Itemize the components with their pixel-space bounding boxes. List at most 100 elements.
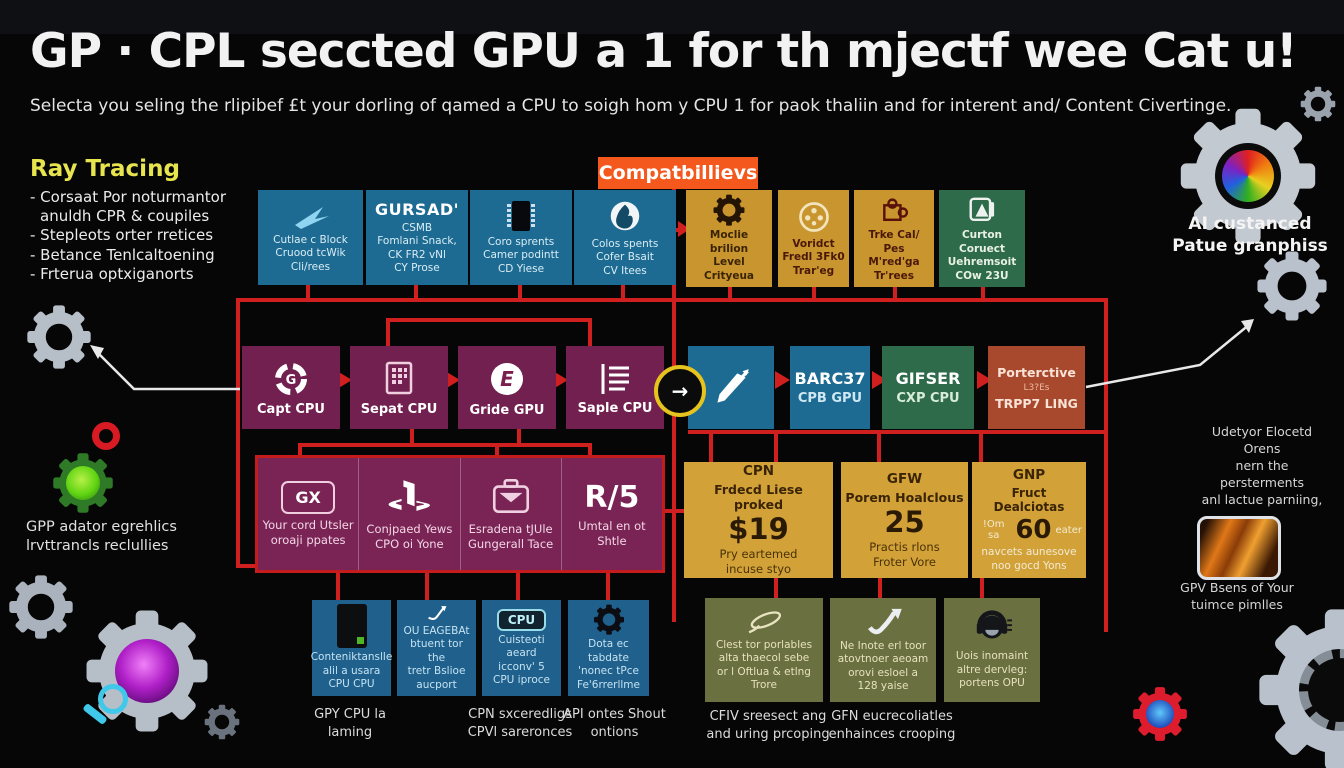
connector-line: [893, 287, 897, 298]
node-line: CD Yiese: [497, 262, 545, 275]
cell-r5: R/5 Umtal en ot Shtle: [562, 458, 662, 570]
node-line: Conteniktanslle: [310, 651, 393, 664]
ai-label: AI custanced Patue granphiss: [1155, 213, 1344, 257]
node-line: atovtnoer aeoam: [837, 653, 929, 666]
label-line: anl lactue parniing,: [1201, 491, 1323, 507]
node-line: COw 23U: [955, 269, 1009, 282]
node-line: Cli/rees: [290, 260, 331, 273]
node-label: Sepat CPU: [360, 401, 438, 417]
node-line: orovi esloel a: [848, 666, 918, 679]
check-arrow-icon: [868, 608, 902, 634]
connector-line: [606, 573, 610, 600]
puzzle-icon: [883, 198, 909, 222]
ram-chip-icon: [507, 200, 535, 231]
caption-line: CPVl sareronces: [467, 724, 573, 740]
node-rocket: [688, 346, 774, 429]
node-headset-person: Uois inomaint altre dervleg: portens OPU: [944, 598, 1040, 702]
ray-tracing-line: anuldh CPR & coupiles: [40, 207, 210, 226]
gear-icon: [204, 704, 240, 740]
node-line: Cutlae c Block: [273, 233, 348, 246]
connector-line: [774, 578, 778, 598]
node-line: TRPP7 LING: [995, 395, 1078, 411]
connector-line: [588, 447, 592, 455]
connector-line: [518, 285, 522, 300]
price-post: eater: [1055, 524, 1082, 536]
segmented-circle-icon: G: [275, 362, 307, 395]
caption-line: API ontes Shout: [563, 707, 666, 722]
e-circle-icon: E: [491, 362, 523, 395]
caption-line: and uring prcoping: [706, 726, 830, 742]
qr-chip-icon: [385, 361, 413, 394]
gear-icon: [709, 194, 749, 226]
gpv-label: GPV Bsens of Your tuimce pimlles: [1172, 580, 1302, 614]
price-title: CPN: [742, 463, 775, 480]
node-moclie-brilion: Moclie brilion Level Crityeua: [686, 190, 772, 287]
node-clest-porlables: Clest tor porlables alta thaecol sebe or…: [705, 598, 823, 702]
node-line: Colos spents: [591, 237, 659, 250]
cell-line: Esradena tJUle: [468, 522, 553, 537]
node-check-arrow: Ne Inote erl toor atovtnoer aeoam orovi …: [830, 598, 936, 702]
price-subtitle: Frdecd Liese proked: [714, 482, 803, 513]
node-line: Trore: [751, 678, 777, 691]
node-gifser: GIFSER CXP CPU: [882, 346, 974, 429]
caption-line: enhainces crooping: [828, 726, 956, 742]
cell-gx-card: GX Your cord Utsler oroaji ppates: [258, 458, 360, 570]
label-line: GPV Bsens of Your: [1180, 580, 1294, 595]
caption: GPY CPU la laming: [295, 706, 405, 741]
cell-line: Conjpaed Yews: [366, 522, 453, 537]
node-gfw-price: GFW Porem Hoalclous 25 Practis rlons Fro…: [841, 462, 968, 578]
node-cpn-price: CPN Frdecd Liese proked $19 Pry eartemed…: [684, 462, 833, 578]
caption-line: laming: [327, 724, 373, 740]
node-line: Voridct: [792, 237, 835, 250]
svg-text:G: G: [286, 373, 297, 388]
node-line: Camer podintt: [483, 249, 559, 262]
node-line: portens OPU: [959, 677, 1025, 690]
caption: API ontes Shout ontions: [557, 706, 672, 741]
connector-line: [517, 429, 521, 443]
node-line: CPU CPU: [328, 678, 375, 691]
ai-pinwheel-icon: [1222, 150, 1274, 202]
cell-line: Shtle: [597, 533, 627, 548]
node-gursad: GURSAD' CSMB Fomlani Snack, CK FR2 vNl C…: [366, 190, 468, 285]
node-line: CK FR2 vNl: [388, 248, 446, 261]
node-line: Dota ec tabdate: [588, 638, 629, 664]
cell-playstation: Conjpaed Yews CPO oi Yone: [359, 458, 461, 570]
cell-line: Your cord Utsler: [262, 517, 354, 532]
connector-line: [298, 447, 302, 455]
node-label: Capt CPU: [257, 401, 325, 417]
node-line: Crityeua: [703, 269, 755, 282]
rocket-pen-icon: [748, 610, 782, 633]
connector-line: [980, 578, 984, 598]
gear-icon: [26, 304, 92, 370]
brand-gursad: GURSAD': [374, 199, 460, 219]
node-line: Fomlani Snack,: [377, 235, 457, 248]
node-line: btuent tor the: [410, 638, 463, 664]
udetyor-label: Udetyor Elocetd Orens nern the persterme…: [1192, 424, 1332, 508]
row2-purple-group: GX Your cord Utsler oroaji ppates Conjpa…: [255, 455, 665, 573]
red-arrow-icon: [337, 371, 352, 389]
flame-circle-icon: [610, 201, 640, 231]
label-line: nern the persterments: [1220, 457, 1304, 490]
node-line: tretr Bslioe: [407, 665, 466, 678]
node-sepat-cpu: Sepat CPU: [350, 346, 448, 429]
connector-line: [878, 578, 882, 598]
cell-line: Umtal en ot: [578, 518, 646, 533]
node-porterctive: Porterctive L3?Es TRPP7 LING: [988, 346, 1085, 429]
connector-line: [1104, 302, 1108, 632]
caption-line: GFN eucrecoliatles: [831, 709, 953, 724]
label-line: lrvttrancls reclullies: [26, 537, 169, 554]
node-line: Uehremsoit: [947, 256, 1017, 269]
ray-tracing-list: - Corsaat Por noturmantor anuldh CPR & c…: [30, 188, 226, 284]
node-subtitle: CXP CPU: [896, 391, 960, 406]
gx-card-icon: GX: [281, 480, 335, 514]
price-line: incuse styo: [725, 562, 792, 576]
node-line: alta thaecol sebe: [718, 652, 810, 665]
node-title: GIFSER: [895, 369, 961, 388]
cell-line: Gungerall Tace: [467, 537, 554, 551]
node-colos-spents: Colos spents Cofer Bsait CV Itees: [574, 190, 676, 285]
node-line: or l Oftlua & etlng: [717, 665, 811, 678]
connector-line: [306, 285, 310, 300]
caption-line: CFIV sreesect ang: [709, 709, 827, 724]
flow-arrow-circle: →: [654, 365, 706, 417]
jet-logo-icon: [294, 206, 329, 229]
